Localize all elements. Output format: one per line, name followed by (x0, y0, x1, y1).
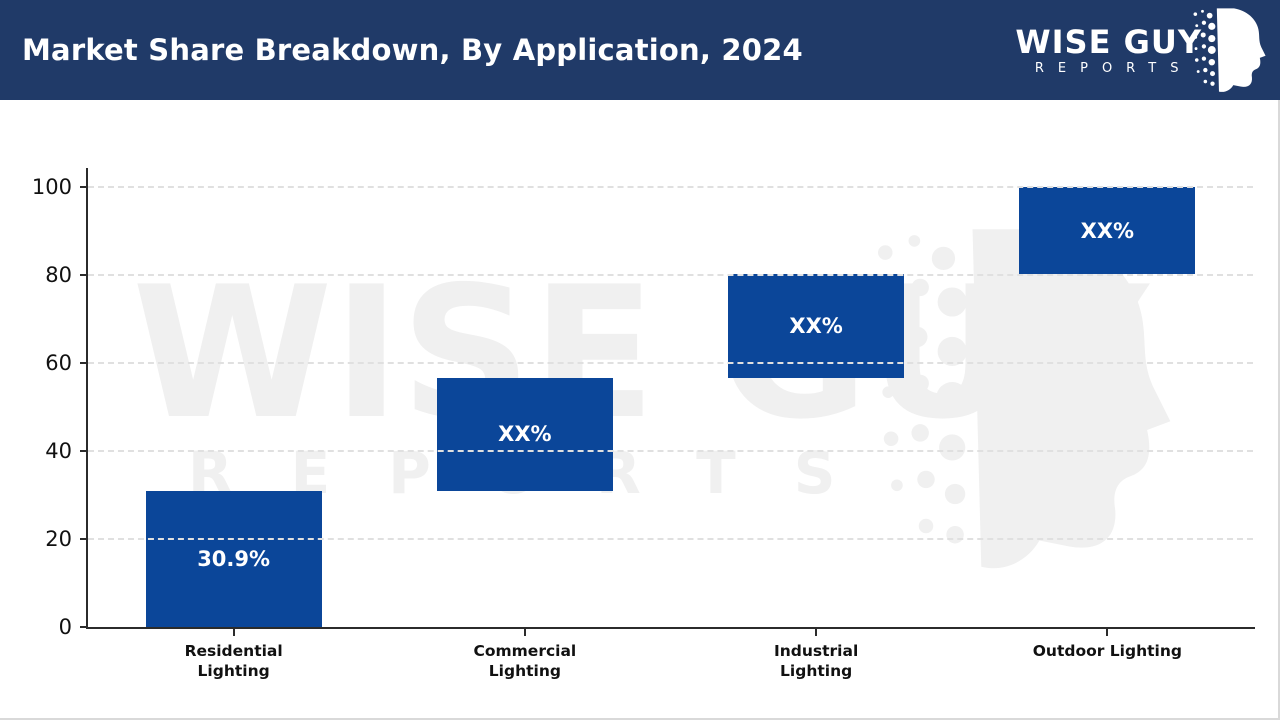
right-edge-line (1278, 100, 1280, 718)
x-axis-line (86, 627, 1255, 629)
logo-wordmark: WISE GUY (1015, 22, 1202, 61)
logo-subtext: REPORTS (1034, 60, 1193, 76)
x-category-label-residential-lighting: Residential Lighting (184, 642, 283, 681)
bar-value-label-commercial-lighting: XX% (498, 422, 552, 447)
y-tick-label: 60 (45, 351, 72, 375)
y-tick-mark (80, 626, 87, 628)
y-tick-mark (80, 186, 87, 188)
gridline-20 (88, 538, 1253, 540)
x-category-label-outdoor-lighting: Outdoor Lighting (1032, 642, 1182, 660)
wiseguy-head-icon (1188, 7, 1270, 93)
bottom-edge-line (0, 718, 1280, 720)
header: Market Share Breakdown, By Application, … (0, 0, 1280, 100)
y-tick-label: 100 (31, 175, 72, 199)
x-tick-mark (232, 629, 235, 636)
y-tick-label: 40 (45, 439, 72, 463)
gridline-80 (88, 274, 1253, 276)
y-tick-mark (80, 274, 87, 276)
y-tick-label: 80 (45, 263, 72, 287)
y-tick-mark (80, 450, 87, 452)
y-tick-mark (80, 362, 87, 364)
gridline-100 (88, 186, 1253, 188)
x-tick-mark (1106, 629, 1109, 636)
wiseguy-logo: WISE GUY REPORTS (1015, 7, 1270, 93)
gridline-60 (88, 362, 1253, 364)
bar-value-label-outdoor-lighting: XX% (1080, 218, 1135, 243)
x-category-label-commercial-lighting: Commercial Lighting (473, 642, 577, 681)
bar-commercial-lighting (436, 377, 613, 492)
logo-text: WISE GUY REPORTS (1015, 26, 1202, 75)
x-category-label-industrial-lighting: Industrial Lighting (773, 642, 859, 681)
y-tick-mark (80, 538, 87, 540)
bar-value-label-industrial-lighting: XX% (789, 314, 843, 339)
y-axis-line (86, 168, 88, 629)
y-tick-label: 0 (58, 615, 72, 639)
chart-title: Market Share Breakdown, By Application, … (22, 33, 803, 67)
x-tick-mark (815, 629, 818, 636)
bar-residential-lighting (145, 491, 322, 627)
y-tick-label: 20 (45, 527, 72, 551)
x-tick-mark (523, 629, 526, 636)
gridline-40 (88, 450, 1253, 452)
bar-value-label-residential-lighting: 30.9% (197, 547, 271, 571)
bar-industrial-lighting (728, 274, 905, 378)
